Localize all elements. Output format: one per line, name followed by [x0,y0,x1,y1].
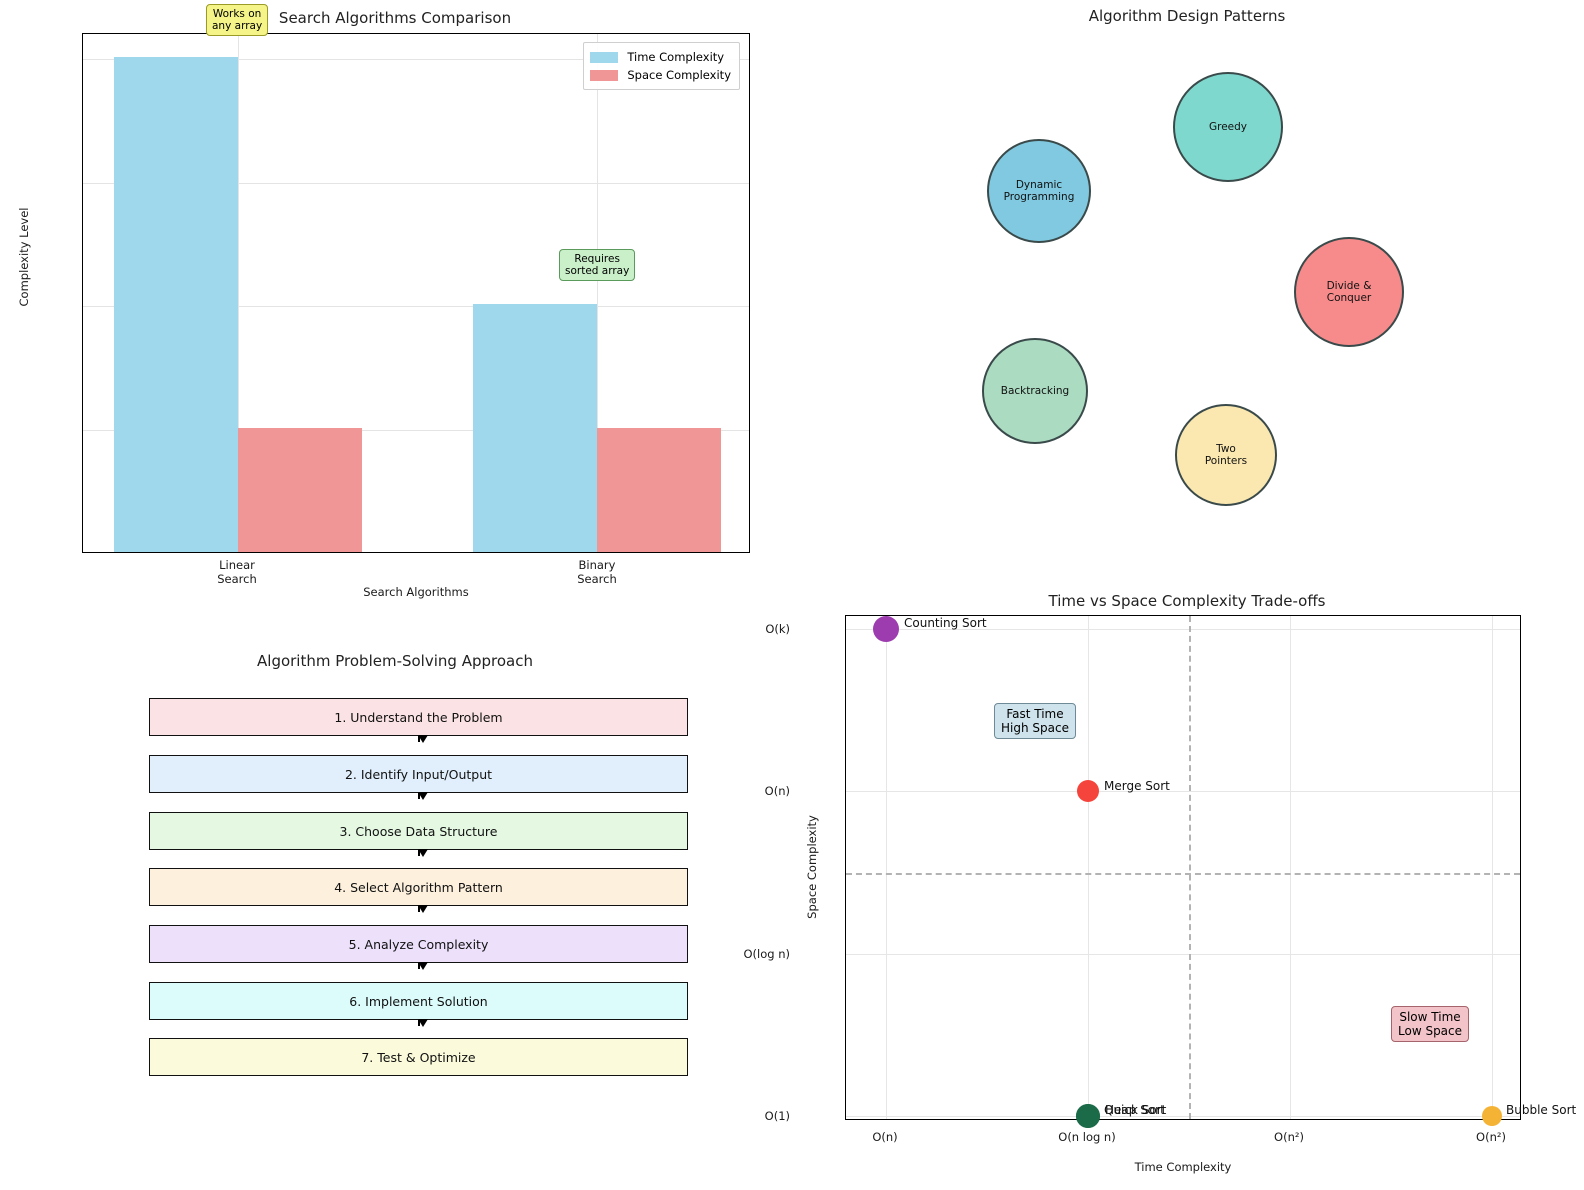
bar-gridline [83,306,749,307]
flow-arrow-3-icon [418,849,428,857]
scatter-y-axis-label: Space Complexity [805,815,819,919]
scatter-label-merge-sort: Merge Sort [1104,779,1170,793]
bar-gridline [83,430,749,431]
scatter-xtick-2: O(n²) [1274,1130,1304,1144]
flow-step-6[interactable]: 6. Implement Solution [149,982,688,1020]
scatter-ytick-2: O(log n) [743,947,791,961]
bar-xtick-linear: Linear Search [217,558,257,586]
flow-step-7[interactable]: 7. Test & Optimize [149,1038,688,1076]
legend-label-time: Time Complexity [627,50,725,64]
scatter-label-quick-sort: Quick Sort [1104,1103,1167,1117]
flow-step-4[interactable]: 4. Select Algorithm Pattern [149,868,688,906]
scatter-xtick-0: O(n) [872,1130,898,1144]
scatter-gridline [846,1116,1520,1117]
problem-solving-flowchart: Algorithm Problem-Solving Approach 1. Un… [0,600,790,1190]
scatter-ytick-0: O(k) [765,622,790,636]
scatter-point-counting-sort[interactable] [873,616,899,642]
legend-swatch-space-icon [590,69,619,81]
scatter-quadrant-slow-time-low-space: Slow Time Low Space [1391,1006,1470,1042]
legend-label-space: Space Complexity [627,68,731,82]
legend-swatch-time-icon [590,51,619,63]
scatter-reference-line-horizontal [846,873,1520,875]
bubble-divide-and-conquer: Divide & Conquer [1294,237,1404,347]
bubble-greedy: Greedy [1173,72,1283,182]
bar-chart-title: Search Algorithms Comparison [278,9,512,27]
scatter-ytick-3: O(1) [764,1109,790,1123]
scatter-gridline [846,954,1520,955]
flow-arrow-4-icon [418,905,428,913]
bar-chart-plot-area: Time Complexity Space Complexity [82,33,750,553]
bubble-label-backtracking: Backtracking [1000,384,1070,397]
time-vs-space-scatter-chart: Time vs Space Complexity Trade-offs Spac… [744,570,1584,1190]
bubble-chart-title: Algorithm Design Patterns [1088,7,1286,25]
flow-step-5-label: 5. Analyze Complexity [348,936,489,952]
scatter-label-counting-sort: Counting Sort [904,616,987,630]
scatter-gridline [1088,616,1089,1119]
bar-chart-y-axis-label: Complexity Level [17,207,31,307]
bar-callout-linear-search: Works on any array [206,4,269,36]
scatter-gridline [846,629,1520,630]
scatter-gridline [886,616,887,1119]
scatter-xtick-3: O(n²) [1476,1130,1506,1144]
flow-step-7-label: 7. Test & Optimize [361,1049,476,1065]
scatter-gridline [1290,616,1291,1119]
bar-xtick-binary: Binary Search [577,558,617,586]
bar-callout-binary-search: Requires sorted array [559,249,636,281]
scatter-reference-line-vertical [1189,616,1191,1119]
flow-step-3[interactable]: 3. Choose Data Structure [149,812,688,850]
bar-category-gridline [597,34,598,552]
flow-step-4-label: 4. Select Algorithm Pattern [334,879,503,895]
scatter-point-bubble-sort[interactable] [1482,1106,1502,1126]
legend-row-space: Space Complexity [590,66,731,84]
bar-binary-space [597,428,721,552]
bar-category-gridline [238,34,239,552]
scatter-chart-title: Time vs Space Complexity Trade-offs [1048,592,1326,610]
search-algorithms-bar-chart: Search Algorithms Comparison Complexity … [0,0,790,610]
flow-step-6-label: 6. Implement Solution [349,993,488,1009]
bar-linear-time [114,57,238,552]
bar-chart-legend: Time Complexity Space Complexity [583,42,740,90]
bar-gridline [83,59,749,60]
bar-gridline [83,183,749,184]
scatter-point-heap-sort[interactable] [1076,1104,1100,1128]
bar-linear-space [238,428,362,552]
flow-step-2[interactable]: 2. Identify Input/Output [149,755,688,793]
flow-step-1-label: 1. Understand the Problem [334,709,503,725]
flow-arrow-1-icon [418,735,428,743]
bar-chart-x-axis-label: Search Algorithms [363,585,469,599]
flow-arrow-5-icon [418,962,428,970]
flow-step-1[interactable]: 1. Understand the Problem [149,698,688,736]
scatter-gridline [846,791,1520,792]
scatter-x-axis-label: Time Complexity [1134,1160,1232,1174]
bubble-label-two-pointers: Two Pointers [1204,442,1248,468]
bar-binary-time [473,304,597,552]
flow-arrow-2-icon [418,792,428,800]
bubble-label-greedy: Greedy [1208,120,1248,133]
scatter-label-bubble-sort: Bubble Sort [1506,1103,1577,1117]
flow-step-3-label: 3. Choose Data Structure [339,823,498,839]
scatter-point-merge-sort[interactable] [1077,780,1099,802]
bubble-two-pointers: Two Pointers [1175,404,1277,506]
bubble-backtracking: Backtracking [982,338,1088,444]
legend-row-time: Time Complexity [590,48,731,66]
scatter-gridline [1492,616,1493,1119]
bubble-label-dynamic-programming: Dynamic Programming [1003,178,1075,204]
flow-step-2-label: 2. Identify Input/Output [344,766,493,782]
algorithm-design-patterns-chart: Algorithm Design Patterns Greedy Dynamic… [790,0,1584,570]
flow-arrow-6-icon [418,1019,428,1027]
scatter-quadrant-fast-time-high-space: Fast Time High Space [994,703,1076,739]
scatter-label-heap-sort: Heap Sort [1105,1103,1165,1117]
bubble-label-divide-and-conquer: Divide & Conquer [1326,279,1372,305]
scatter-plot-area: Counting Sort Merge Sort Quick Sort Heap… [845,615,1576,1128]
flowchart-title: Algorithm Problem-Solving Approach [257,652,533,670]
scatter-xtick-1: O(n log n) [1058,1130,1116,1144]
scatter-ytick-1: O(n) [764,784,790,798]
bubble-dynamic-programming: Dynamic Programming [987,139,1091,243]
